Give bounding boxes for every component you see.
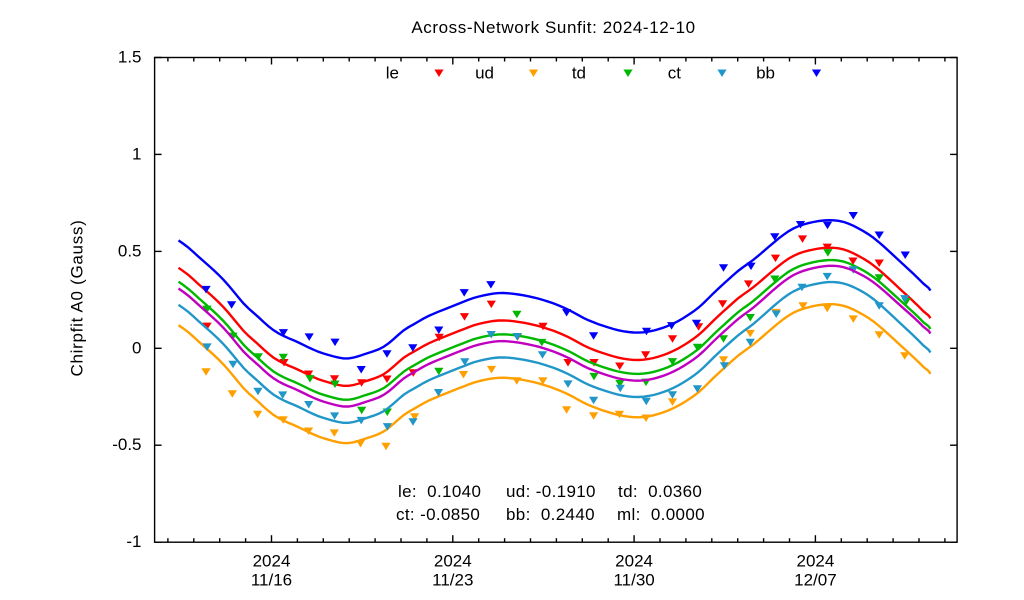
svg-text:ud: -0.1910: ud: -0.1910 xyxy=(506,482,596,501)
svg-text:2024: 2024 xyxy=(615,552,653,571)
svg-text:td: 0.0360: td: 0.0360 xyxy=(618,482,702,501)
svg-text:bb: bb xyxy=(756,64,775,83)
svg-text:le: le xyxy=(386,64,399,83)
svg-text:2024: 2024 xyxy=(796,552,834,571)
svg-text:-0.5: -0.5 xyxy=(112,435,141,454)
svg-text:ct: ct xyxy=(668,64,682,83)
svg-text:2024: 2024 xyxy=(434,552,472,571)
svg-text:2024: 2024 xyxy=(253,552,291,571)
svg-text:Across-Network Sunfit: 2024-12: Across-Network Sunfit: 2024-12-10 xyxy=(411,18,695,37)
svg-text:td: td xyxy=(572,64,586,83)
svg-text:11/30: 11/30 xyxy=(613,571,654,590)
svg-text:0: 0 xyxy=(132,338,141,357)
svg-text:0.5: 0.5 xyxy=(118,241,142,260)
svg-text:ml: 0.0000: ml: 0.0000 xyxy=(617,505,705,524)
svg-text:bb: 0.2440: bb: 0.2440 xyxy=(506,505,595,524)
svg-text:1.5: 1.5 xyxy=(118,48,142,67)
svg-text:Chirpfit A0 (Gauss): Chirpfit A0 (Gauss) xyxy=(68,220,87,377)
svg-text:ct: -0.0850: ct: -0.0850 xyxy=(396,505,480,524)
svg-text:1: 1 xyxy=(132,144,141,163)
svg-text:le: 0.1040: le: 0.1040 xyxy=(398,482,481,501)
svg-text:ud: ud xyxy=(475,64,494,83)
svg-text:-1: -1 xyxy=(126,532,141,551)
svg-text:11/16: 11/16 xyxy=(251,571,292,590)
svg-text:12/07: 12/07 xyxy=(794,571,837,590)
svg-text:11/23: 11/23 xyxy=(432,571,473,590)
